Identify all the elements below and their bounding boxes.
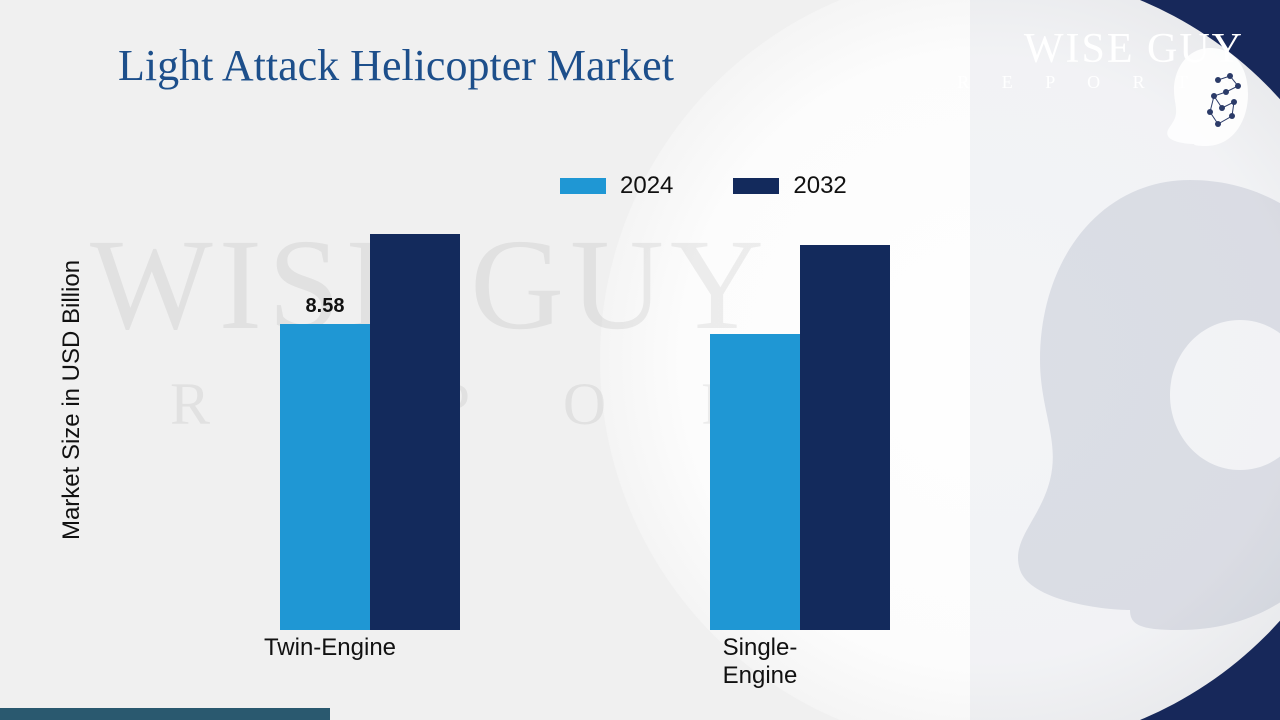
bar-2024-cat0 [280, 324, 370, 630]
legend-label-2024: 2024 [620, 172, 673, 200]
category-label-twin: Twin-Engine [240, 634, 420, 662]
legend-swatch-2032 [733, 178, 779, 194]
legend: 2024 2032 [560, 172, 847, 200]
logo-head-icon [1160, 46, 1250, 146]
legend-item-2032: 2032 [733, 172, 846, 200]
legend-item-2024: 2024 [560, 172, 673, 200]
legend-swatch-2024 [560, 178, 606, 194]
bar-value-label: 8.58 [280, 295, 370, 318]
bar-2032-cat1 [800, 245, 890, 630]
bar-2032-cat0 [370, 234, 460, 630]
legend-label-2032: 2032 [793, 172, 846, 200]
category-label-single: Single-Engine [680, 634, 840, 690]
brand-logo: WISE GUY R E P O R T S [957, 28, 1244, 94]
y-axis-label: Market Size in USD Billion [58, 260, 86, 540]
bottom-accent-bar [0, 708, 330, 720]
bar-2024-cat1 [710, 334, 800, 630]
plot-area: 8.58 [110, 220, 1010, 630]
chart-title: Light Attack Helicopter Market [118, 40, 674, 91]
chart-canvas: WISE GUY R E P O R T Light Attack Helico… [0, 0, 1280, 720]
